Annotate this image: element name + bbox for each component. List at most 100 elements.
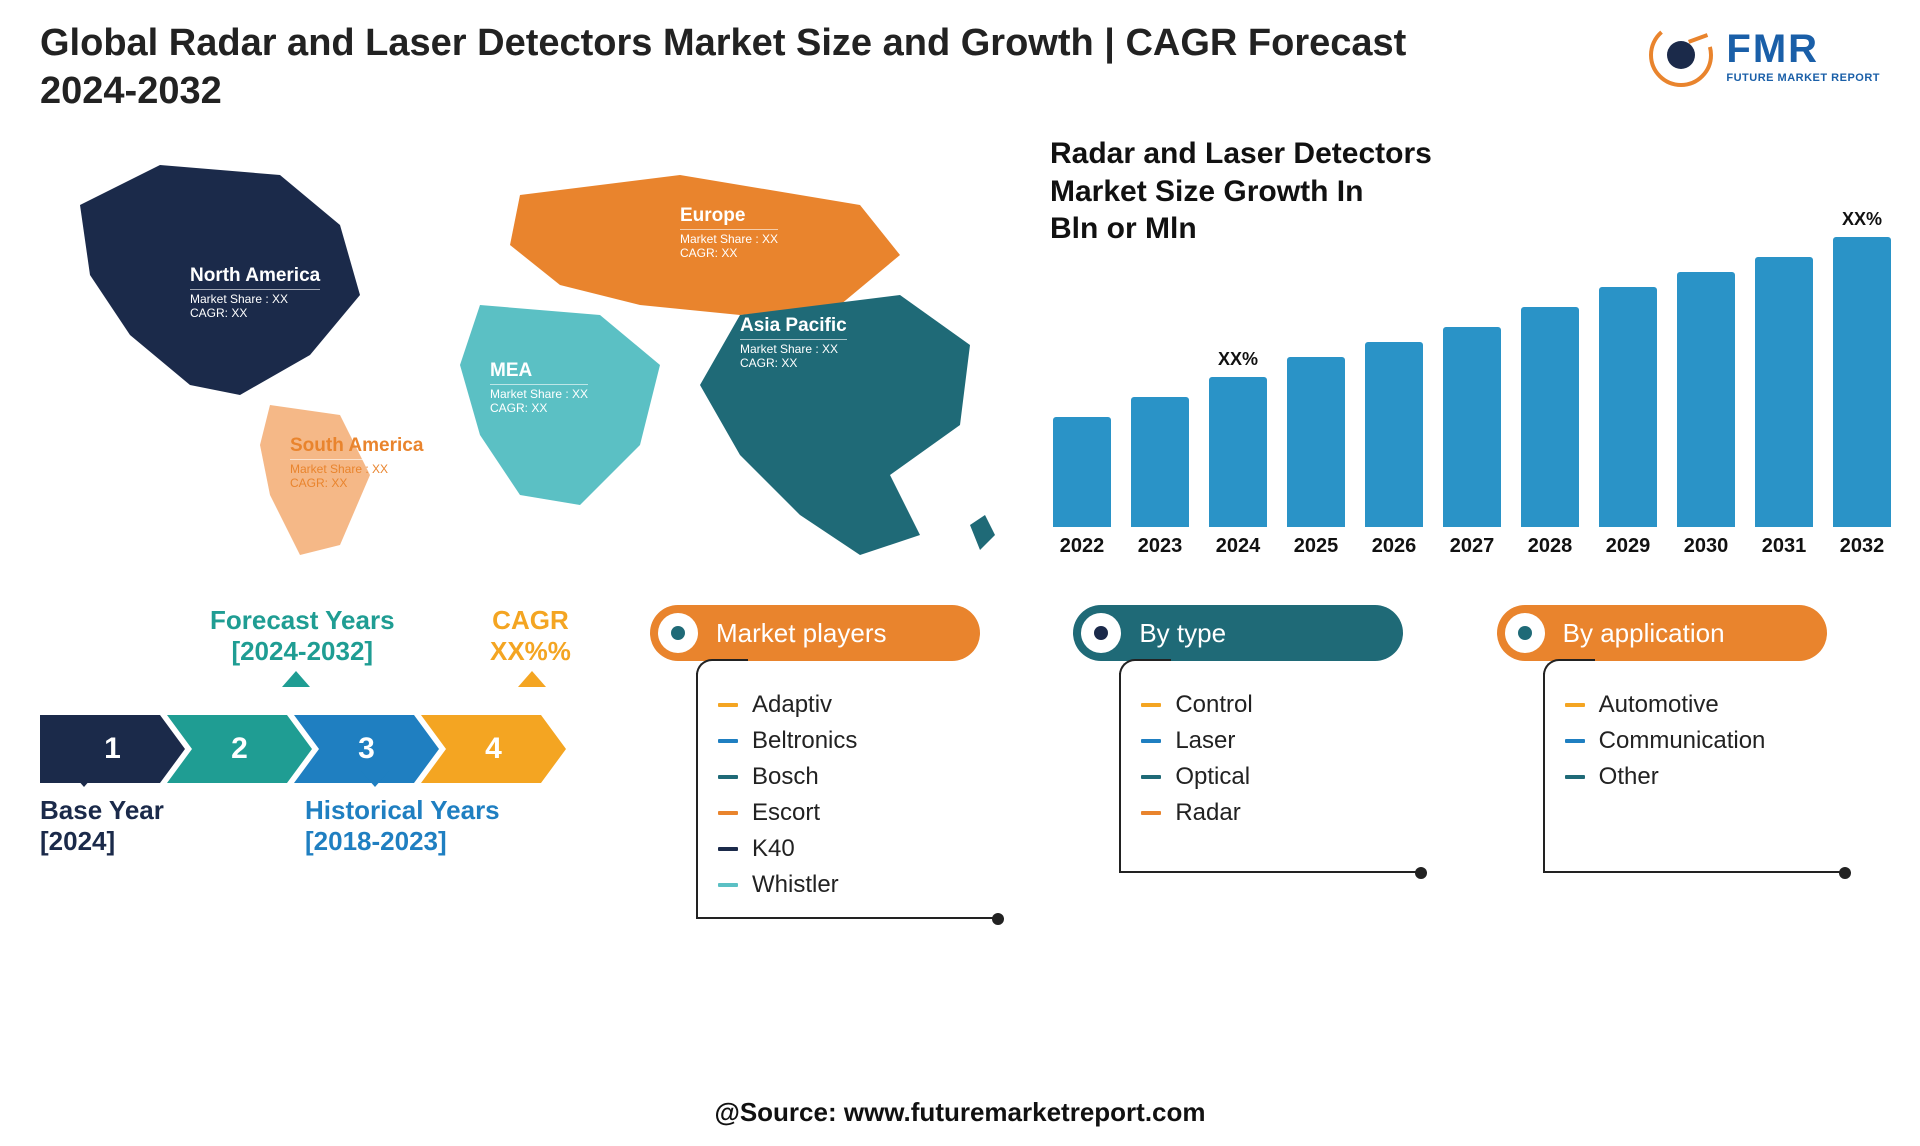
category-item-label: Communication [1599, 727, 1766, 755]
region-name: MEA [490, 360, 588, 385]
tick-icon [718, 775, 738, 779]
tick-icon [1565, 739, 1585, 743]
category-item-label: K40 [752, 835, 795, 863]
bar-year-label: 2029 [1606, 535, 1651, 558]
bar [1521, 307, 1579, 527]
category-item-label: Laser [1175, 727, 1235, 755]
timeline-arrows: 1 2 3 4 [40, 715, 620, 783]
category-item-label: Automotive [1599, 691, 1719, 719]
tl-text: CAGR [492, 605, 569, 635]
bar-year-label: 2031 [1762, 535, 1807, 558]
category-item-label: Other [1599, 763, 1659, 791]
bar-year-label: 2028 [1528, 535, 1573, 558]
category-item-label: Optical [1175, 763, 1250, 791]
category-item-label: Adaptiv [752, 691, 832, 719]
tick-icon [718, 811, 738, 815]
pill-dot-icon [671, 626, 685, 640]
tl-num: 4 [485, 732, 502, 766]
bar-col: XX%2024 [1206, 377, 1270, 558]
region-share: Market Share : XX [290, 462, 423, 476]
category-item: Radar [1141, 795, 1419, 831]
tick-icon [718, 847, 738, 851]
category-list: Control Laser Optical Radar [1119, 673, 1419, 873]
chart-title-l1: Radar and Laser Detectors [1050, 137, 1432, 170]
tl-seg-1: 1 [40, 715, 185, 783]
region-cagr: CAGR: XX [190, 306, 320, 320]
bar [1287, 357, 1345, 527]
category-item: Adaptiv [718, 687, 996, 723]
bar-annotation: XX% [1218, 349, 1258, 370]
category-pill: By application [1497, 605, 1827, 661]
category-item-label: Beltronics [752, 727, 857, 755]
tl-seg-4: 4 [421, 715, 566, 783]
bar-col: 2022 [1050, 417, 1114, 558]
bar-annotation: XX% [1842, 209, 1882, 230]
tl-text: Base Year [40, 795, 164, 825]
bar [1833, 237, 1891, 527]
growth-chart: Radar and Laser Detectors Market Size Gr… [1030, 135, 1894, 565]
tick-icon [718, 883, 738, 887]
region-cagr: CAGR: XX [290, 476, 423, 490]
chart-title-l2: Market Size Growth In [1050, 175, 1363, 208]
region-cagr: CAGR: XX [490, 401, 588, 415]
bar [1755, 257, 1813, 527]
bar-year-label: 2022 [1060, 535, 1105, 558]
historical-label: Historical Years [2018-2023] [305, 795, 500, 857]
tl-seg-2: 2 [167, 715, 312, 783]
bar [1599, 287, 1657, 527]
bar [1209, 377, 1267, 527]
category-title: Market players [716, 618, 887, 649]
pill-circle-icon [658, 613, 698, 653]
bar-col: 2031 [1752, 257, 1816, 558]
category-item: Whistler [718, 867, 996, 903]
category-column: Market players Adaptiv Beltronics Bosch Esc… [650, 605, 1033, 919]
chart-title: Radar and Laser Detectors Market Size Gr… [1050, 135, 1894, 248]
bar-col: 2028 [1518, 307, 1582, 558]
category-title: By type [1139, 618, 1226, 649]
tick-icon [718, 703, 738, 707]
logo-text-fmr: FMR [1726, 27, 1880, 72]
base-year-label: Base Year [2024] [40, 795, 164, 857]
region-cagr: CAGR: XX [740, 356, 847, 370]
chart-title-l3: Bln or Mln [1050, 212, 1197, 245]
category-item: Laser [1141, 723, 1419, 759]
fmr-logo: FMR FUTURE MARKET REPORT [1646, 20, 1880, 90]
bar-col: 2023 [1128, 397, 1192, 558]
triangle-up-icon [282, 671, 310, 687]
pill-circle-icon [1505, 613, 1545, 653]
category-column: By application Automotive Communication Ot… [1497, 605, 1880, 919]
categories-row: Market players Adaptiv Beltronics Bosch Esc… [650, 605, 1880, 919]
category-item-label: Whistler [752, 871, 839, 899]
category-pill: Market players [650, 605, 980, 661]
region-cagr: CAGR: XX [680, 246, 778, 260]
category-item: Control [1141, 687, 1419, 723]
tl-num: 3 [358, 732, 375, 766]
region-name: Asia Pacific [740, 315, 847, 340]
bar-col: 2030 [1674, 272, 1738, 558]
category-item: K40 [718, 831, 996, 867]
category-item: Beltronics [718, 723, 996, 759]
bar-col: 2027 [1440, 327, 1504, 558]
label-north-america: North America Market Share : XX CAGR: XX [190, 265, 320, 320]
bar-col: 2026 [1362, 342, 1426, 558]
logo-icon [1646, 20, 1716, 90]
triangle-up-icon [518, 671, 546, 687]
bar [1443, 327, 1501, 527]
region-share: Market Share : XX [740, 342, 847, 356]
tick-icon [1141, 811, 1161, 815]
bar-year-label: 2030 [1684, 535, 1729, 558]
category-item-label: Escort [752, 799, 820, 827]
tick-icon [1565, 775, 1585, 779]
triangle-down-icon [70, 771, 98, 787]
page-title: Global Radar and Laser Detectors Market … [40, 20, 1440, 115]
bar-col: 2025 [1284, 357, 1348, 558]
bar-year-label: 2032 [1840, 535, 1885, 558]
category-item-label: Control [1175, 691, 1252, 719]
bar-col: XX%2032 [1830, 237, 1894, 558]
region-share: Market Share : XX [680, 232, 778, 246]
category-item: Other [1565, 759, 1843, 795]
source-attribution: @Source: www.futuremarketreport.com [0, 1097, 1920, 1128]
category-item-label: Bosch [752, 763, 819, 791]
tl-num: 2 [231, 732, 248, 766]
cagr-label: CAGR XX%% [490, 605, 571, 667]
